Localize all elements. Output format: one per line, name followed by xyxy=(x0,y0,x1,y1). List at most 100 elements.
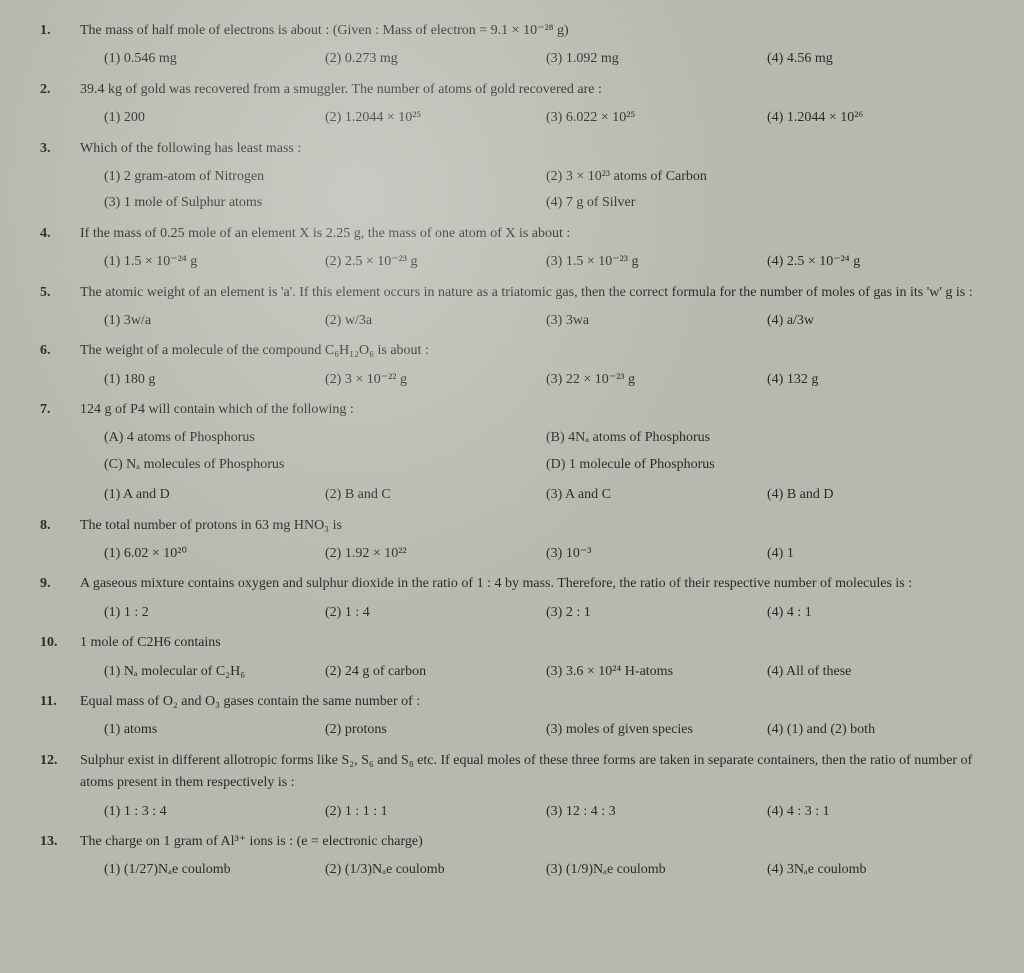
options: (1) 0.546 mg(2) 0.273 mg(3) 1.092 mg(4) … xyxy=(100,46,984,72)
question-text: The weight of a molecule of the compound… xyxy=(80,340,984,362)
question: 7.124 g of P4 will contain which of the … xyxy=(40,399,984,509)
option: (3) 12 : 4 : 3 xyxy=(542,799,763,825)
question: 11.Equal mass of O₂ and O₃ gases contain… xyxy=(40,691,984,744)
option: (3) 3.6 × 10²⁴ H-atoms xyxy=(542,659,763,685)
question: 1.The mass of half mole of electrons is … xyxy=(40,20,984,73)
option: (3) A and C xyxy=(542,482,763,508)
question-body: The total number of protons in 63 mg HNO… xyxy=(80,515,984,568)
option: (4) (1) and (2) both xyxy=(763,717,984,743)
question: 3.Which of the following has least mass … xyxy=(40,138,984,217)
option: (3) 3wa xyxy=(542,308,763,334)
question-text: The mass of half mole of electrons is ab… xyxy=(80,20,984,42)
question-body: The atomic weight of an element is 'a'. … xyxy=(80,282,984,335)
option: (2) 2.5 × 10⁻²³ g xyxy=(321,249,542,275)
question-body: The charge on 1 gram of Al³⁺ ions is : (… xyxy=(80,831,984,884)
question-number: 8. xyxy=(40,515,80,537)
question-number: 11. xyxy=(40,691,80,713)
options: (1) 6.02 × 10²⁰(2) 1.92 × 10²²(3) 10⁻³(4… xyxy=(100,541,984,567)
option: (4) B and D xyxy=(763,482,984,508)
question-number: 7. xyxy=(40,399,80,421)
question-number: 12. xyxy=(40,750,80,772)
option: (4) 1.2044 × 10²⁶ xyxy=(763,105,984,131)
option: (2) 24 g of carbon xyxy=(321,659,542,685)
question-text: If the mass of 0.25 mole of an element X… xyxy=(80,223,984,245)
option: (1) 1.5 × 10⁻²⁴ g xyxy=(100,249,321,275)
option: (2) protons xyxy=(321,717,542,743)
sub-option: (A) 4 atoms of Phosphorus xyxy=(100,425,542,451)
question-text: 1 mole of C2H6 contains xyxy=(80,632,984,654)
question-body: The mass of half mole of electrons is ab… xyxy=(80,20,984,73)
question: 4.If the mass of 0.25 mole of an element… xyxy=(40,223,984,276)
question-text: 39.4 kg of gold was recovered from a smu… xyxy=(80,79,984,101)
options: (1) 1.5 × 10⁻²⁴ g(2) 2.5 × 10⁻²³ g(3) 1.… xyxy=(100,249,984,275)
option: (1) 200 xyxy=(100,105,321,131)
option: (1) 2 gram-atom of Nitrogen xyxy=(100,164,542,190)
option: (4) All of these xyxy=(763,659,984,685)
option: (2) B and C xyxy=(321,482,542,508)
option: (4) 3Nₐe coulomb xyxy=(763,857,984,883)
options: (1) atoms(2) protons(3) moles of given s… xyxy=(100,717,984,743)
option: (2) w/3a xyxy=(321,308,542,334)
question-text: A gaseous mixture contains oxygen and su… xyxy=(80,573,984,595)
option: (4) 4 : 3 : 1 xyxy=(763,799,984,825)
question: 5.The atomic weight of an element is 'a'… xyxy=(40,282,984,335)
option: (4) 4.56 mg xyxy=(763,46,984,72)
question-number: 5. xyxy=(40,282,80,304)
question-body: Equal mass of O₂ and O₃ gases contain th… xyxy=(80,691,984,744)
option: (1) (1/27)Nₐe coulomb xyxy=(100,857,321,883)
options: (1) 1 : 3 : 4(2) 1 : 1 : 1(3) 12 : 4 : 3… xyxy=(100,799,984,825)
option: (3) 2 : 1 xyxy=(542,600,763,626)
option: (3) 1 mole of Sulphur atoms xyxy=(100,190,542,216)
question-text: The charge on 1 gram of Al³⁺ ions is : (… xyxy=(80,831,984,853)
question-text: Equal mass of O₂ and O₃ gases contain th… xyxy=(80,691,984,713)
question: 2.39.4 kg of gold was recovered from a s… xyxy=(40,79,984,132)
question-number: 2. xyxy=(40,79,80,101)
option: (3) 1.092 mg xyxy=(542,46,763,72)
question-body: The weight of a molecule of the compound… xyxy=(80,340,984,393)
option: (4) 132 g xyxy=(763,367,984,393)
question: 13.The charge on 1 gram of Al³⁺ ions is … xyxy=(40,831,984,884)
option: (4) 4 : 1 xyxy=(763,600,984,626)
question-body: 39.4 kg of gold was recovered from a smu… xyxy=(80,79,984,132)
question-number: 10. xyxy=(40,632,80,654)
option: (2) 3 × 10²³ atoms of Carbon xyxy=(542,164,984,190)
question-number: 9. xyxy=(40,573,80,595)
question-text: The total number of protons in 63 mg HNO… xyxy=(80,515,984,537)
sub-option: (C) Nₐ molecules of Phosphorus xyxy=(100,452,542,478)
sub-option: (D) 1 molecule of Phosphorus xyxy=(542,452,984,478)
question-text: Which of the following has least mass : xyxy=(80,138,984,160)
option: (4) 7 g of Silver xyxy=(542,190,984,216)
question-body: Sulphur exist in different allotropic fo… xyxy=(80,750,984,825)
question-body: If the mass of 0.25 mole of an element X… xyxy=(80,223,984,276)
option: (3) moles of given species xyxy=(542,717,763,743)
option: (1) 6.02 × 10²⁰ xyxy=(100,541,321,567)
sub-options: (A) 4 atoms of Phosphorus(B) 4Nₐ atoms o… xyxy=(100,425,984,478)
option: (4) a/3w xyxy=(763,308,984,334)
option: (2) 1 : 1 : 1 xyxy=(321,799,542,825)
option: (3) 22 × 10⁻²³ g xyxy=(542,367,763,393)
option: (2) 1.92 × 10²² xyxy=(321,541,542,567)
sub-option: (B) 4Nₐ atoms of Phosphorus xyxy=(542,425,984,451)
options: (1) 1 : 2(2) 1 : 4(3) 2 : 1(4) 4 : 1 xyxy=(100,600,984,626)
option: (1) 1 : 2 xyxy=(100,600,321,626)
option: (4) 2.5 × 10⁻²⁴ g xyxy=(763,249,984,275)
question-body: Which of the following has least mass : (… xyxy=(80,138,984,217)
question: 6.The weight of a molecule of the compou… xyxy=(40,340,984,393)
option: (2) 1 : 4 xyxy=(321,600,542,626)
option: (3) 1.5 × 10⁻²³ g xyxy=(542,249,763,275)
question-text: 124 g of P4 will contain which of the fo… xyxy=(80,399,984,421)
question: 8.The total number of protons in 63 mg H… xyxy=(40,515,984,568)
question-body: 1 mole of C2H6 contains (1) Nₐ molecular … xyxy=(80,632,984,685)
option: (1) atoms xyxy=(100,717,321,743)
question-number: 3. xyxy=(40,138,80,160)
option: (4) 1 xyxy=(763,541,984,567)
option: (1) A and D xyxy=(100,482,321,508)
option: (2) 0.273 mg xyxy=(321,46,542,72)
question-body: A gaseous mixture contains oxygen and su… xyxy=(80,573,984,626)
question-body: 124 g of P4 will contain which of the fo… xyxy=(80,399,984,509)
options: (1) 200(2) 1.2044 × 10²⁵(3) 6.022 × 10²⁵… xyxy=(100,105,984,131)
option: (3) 6.022 × 10²⁵ xyxy=(542,105,763,131)
question: 10.1 mole of C2H6 contains (1) Nₐ molecul… xyxy=(40,632,984,685)
options: (1) 2 gram-atom of Nitrogen(2) 3 × 10²³ … xyxy=(100,164,984,217)
option: (1) Nₐ molecular of C₂H₆ xyxy=(100,659,321,685)
